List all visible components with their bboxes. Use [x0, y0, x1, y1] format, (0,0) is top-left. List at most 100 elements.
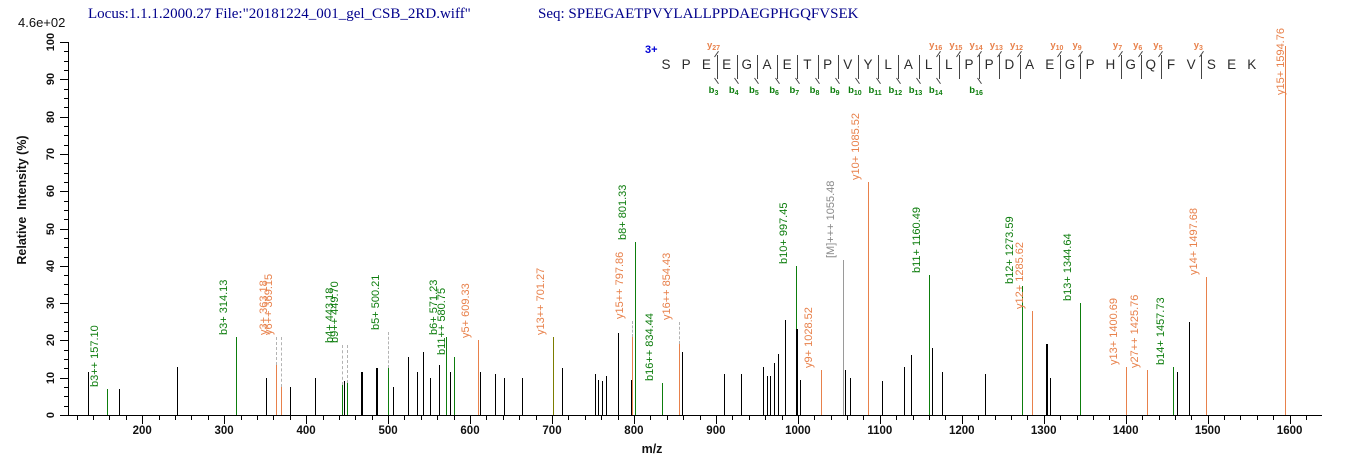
fragment-boundary-bar — [1080, 55, 1082, 79]
y-major-tick — [60, 191, 68, 193]
b-ion-marker-label: b12 — [888, 85, 903, 97]
unassigned-peak — [88, 372, 90, 415]
x-minor-tick — [617, 416, 619, 420]
fragment-boundary-bar — [999, 55, 1001, 79]
fragment-boundary-bar — [938, 55, 940, 79]
x-major-tick — [470, 416, 471, 424]
b-ion-peak — [388, 368, 390, 415]
unassigned-peak — [1188, 321, 1190, 416]
max-intensity-label: 4.6e+02 — [18, 15, 66, 30]
unassigned-peak — [844, 370, 846, 415]
b-ion-marker-label: b10 — [848, 85, 862, 97]
x-minor-tick — [355, 416, 357, 420]
y-minor-tick — [64, 88, 68, 90]
x-major-tick — [633, 416, 635, 424]
b-fragment-hook — [774, 77, 780, 85]
ion-number: 3 — [714, 90, 719, 97]
x-minor-tick — [420, 416, 422, 420]
x-minor-tick — [732, 416, 734, 420]
b-ion-peak — [1022, 286, 1024, 415]
x-minor-tick — [912, 416, 914, 420]
y-ion-marker-label: y6 — [1133, 40, 1143, 52]
x-major-tick — [961, 416, 963, 424]
label-leader-line — [280, 337, 282, 387]
x-minor-tick — [1306, 416, 1307, 420]
x-minor-tick — [1174, 416, 1176, 420]
unassigned-peak — [882, 381, 884, 415]
y-major-tick — [60, 116, 68, 118]
ion-number: 8 — [815, 90, 820, 97]
y-minor-tick — [64, 321, 68, 323]
y-major-tick — [60, 265, 68, 267]
residue-letter: V — [843, 57, 853, 72]
residue-letter: S — [1206, 57, 1216, 72]
ion-number: 10 — [853, 90, 862, 97]
unassigned-peak — [618, 332, 620, 415]
x-minor-tick — [93, 416, 94, 420]
fragment-boundary-bar — [797, 55, 799, 79]
unassigned-peak — [561, 368, 563, 415]
x-major-tick — [142, 416, 144, 424]
b-ion-marker-label: b3 — [708, 85, 719, 97]
residue-letter: Q — [1145, 57, 1157, 72]
label-leader-line — [388, 332, 390, 369]
y-tick-label: 10 — [45, 371, 57, 384]
y-minor-tick — [64, 172, 68, 174]
peak-label: y5+ 609.33 — [459, 283, 472, 339]
x-minor-tick — [322, 416, 324, 420]
x-minor-tick — [453, 416, 455, 420]
x-minor-tick — [1011, 416, 1012, 420]
ion-number: 15 — [954, 45, 963, 52]
y-minor-tick — [64, 209, 68, 211]
x-tick-label: 1300 — [1030, 425, 1057, 437]
unassigned-peak — [911, 355, 912, 415]
y-minor-tick — [64, 284, 68, 286]
x-minor-tick — [994, 416, 996, 420]
y-major-tick — [60, 153, 68, 155]
y-minor-tick — [64, 107, 68, 109]
x-minor-tick — [863, 416, 865, 420]
fragment-boundary-bar — [1120, 55, 1122, 79]
residue-letter: Y — [863, 57, 873, 72]
ion-number: 10 — [1055, 45, 1064, 52]
y-minor-tick — [64, 359, 68, 361]
x-tick-label: 1200 — [949, 425, 975, 437]
y-minor-tick — [64, 200, 68, 202]
x-minor-tick — [748, 416, 750, 420]
y-major-tick — [60, 377, 68, 379]
residue-letter: A — [1025, 57, 1035, 72]
label-leader-line — [346, 345, 348, 384]
y-ion-peak — [1146, 370, 1148, 415]
x-minor-tick — [437, 416, 439, 420]
y-ion-peak — [553, 336, 554, 415]
residue-letter: F — [1166, 57, 1176, 72]
x-minor-tick — [1076, 416, 1078, 420]
y-tick-label: 100 — [45, 32, 57, 52]
x-minor-tick — [158, 416, 160, 420]
x-tick-label: 1000 — [785, 425, 811, 437]
y-minor-tick — [64, 312, 68, 314]
x-major-tick — [552, 416, 553, 424]
ion-number: 16 — [975, 90, 983, 97]
x-major-tick — [224, 416, 226, 424]
x-minor-tick — [650, 416, 652, 420]
y-tick-label: 30 — [45, 296, 57, 310]
ion-number: 5 — [1158, 45, 1163, 52]
b-ion-peak — [929, 275, 931, 415]
peak-label: b3++ 157.10 — [89, 325, 101, 387]
ion-number: 11 — [874, 90, 882, 97]
unassigned-peak — [494, 374, 496, 415]
label-leader-line — [632, 320, 634, 337]
y-minor-tick — [64, 387, 68, 388]
y-tick-label: 40 — [45, 259, 57, 272]
unassigned-peak — [903, 366, 905, 415]
b-fragment-hook — [976, 77, 982, 85]
x-minor-tick — [273, 416, 275, 420]
peak-label: y13+ 1400.69 — [1108, 297, 1121, 365]
x-tick-label: 1100 — [867, 425, 893, 437]
residue-letter: E — [722, 57, 732, 72]
residue-letter: G — [1064, 57, 1076, 72]
peak-label: y13++ 701.27 — [535, 267, 547, 335]
unassigned-peak — [796, 329, 798, 415]
